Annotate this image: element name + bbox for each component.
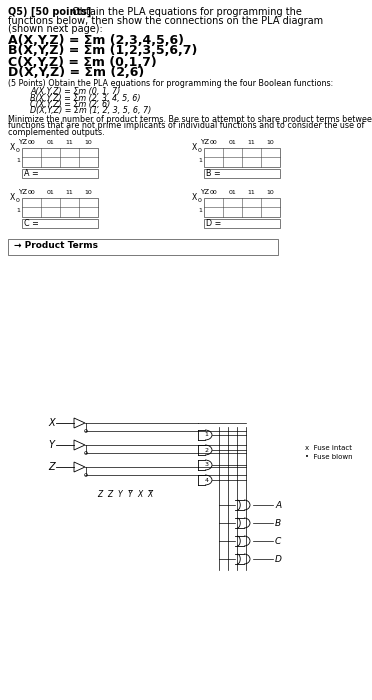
Text: Z: Z [97,490,103,499]
Bar [204,218,280,228]
Text: •  Fuse blown: • Fuse blown [305,454,353,460]
Text: C =: C = [24,220,39,228]
Bar [8,239,278,255]
Text: 1: 1 [198,158,202,163]
Text: 01: 01 [46,139,54,144]
Text: X: X [137,490,142,499]
Text: C: C [275,536,281,545]
Text: YZ: YZ [18,188,27,195]
Text: D: D [275,554,282,564]
Text: 1: 1 [16,208,20,213]
Bar [22,197,98,216]
Text: 00: 00 [28,190,35,195]
Text: X: X [48,418,55,428]
Text: Y̅: Y̅ [128,490,132,499]
Text: D(X,Y,Z) = Σm (2,6): D(X,Y,Z) = Σm (2,6) [8,66,144,80]
Text: 01: 01 [229,190,236,195]
Text: B(X,Y,Z) = Σm (1,2,3,5,6,7): B(X,Y,Z) = Σm (1,2,3,5,6,7) [8,45,198,57]
Text: A(X,Y,Z) = Σm (0, 1, 7): A(X,Y,Z) = Σm (0, 1, 7) [30,87,120,96]
Text: X̅: X̅ [147,490,153,499]
Text: B =: B = [206,169,221,178]
Text: 11: 11 [65,190,73,195]
Text: 00: 00 [28,139,35,144]
Text: C(X,Y,Z) = Σm (0,1,7): C(X,Y,Z) = Σm (0,1,7) [8,55,157,69]
Text: Q5) [50 points]: Q5) [50 points] [8,7,92,18]
Text: 00: 00 [210,139,217,144]
Text: 1: 1 [205,433,208,438]
Text: B: B [275,519,281,528]
Text: Y: Y [118,490,122,499]
Text: 0: 0 [16,148,20,153]
Circle shape [84,430,87,433]
Text: 00: 00 [210,190,217,195]
Text: D(X,Y,Z) = Σm (1, 2, 3, 5, 6, 7): D(X,Y,Z) = Σm (1, 2, 3, 5, 6, 7) [30,106,151,116]
Text: 11: 11 [248,190,255,195]
Bar [22,148,98,167]
Text: YZ: YZ [200,139,209,144]
Text: functions that are not prime implicants of individual functions and to consider : functions that are not prime implicants … [8,122,365,130]
Text: Z: Z [48,462,55,472]
Text: Z̅: Z̅ [108,490,113,499]
Bar [204,169,280,178]
Text: (shown next page):: (shown next page): [8,24,103,34]
Text: Obtain the PLA equations for programming the: Obtain the PLA equations for programming… [69,7,302,17]
Circle shape [84,473,87,477]
Text: → Product Terms: → Product Terms [14,241,98,251]
Text: 1: 1 [198,208,202,213]
Text: (5 Points) Obtain the PLA equations for programming the four Boolean functions:: (5 Points) Obtain the PLA equations for … [8,80,333,88]
Text: X: X [10,144,15,153]
Bar [204,148,280,167]
Text: B(X,Y,Z) = Σm (2, 3, 4, 5, 6): B(X,Y,Z) = Σm (2, 3, 4, 5, 6) [30,94,141,102]
Text: X: X [192,144,197,153]
Text: X: X [10,193,15,202]
Bar [204,197,280,216]
Text: x  Fuse intact: x Fuse intact [305,445,352,451]
Bar [22,218,98,228]
Text: 0: 0 [198,199,202,204]
Text: A(X,Y,Z) = Σm (2,3,4,5,6): A(X,Y,Z) = Σm (2,3,4,5,6) [8,34,184,46]
Circle shape [84,452,87,454]
Text: Minimize the number of product terms. Be sure to attempt to share product terms : Minimize the number of product terms. Be… [8,115,372,124]
Text: 11: 11 [65,139,73,144]
Text: 11: 11 [248,139,255,144]
Text: 10: 10 [84,190,92,195]
Text: 01: 01 [46,190,54,195]
Text: 01: 01 [229,139,236,144]
Text: A =: A = [24,169,39,178]
Text: C(X,Y,Z) = Σm (2, 6): C(X,Y,Z) = Σm (2, 6) [30,100,110,109]
Text: 3: 3 [204,463,208,468]
Text: D =: D = [206,220,221,228]
Text: complemented outputs.: complemented outputs. [8,128,105,137]
Bar [22,169,98,178]
Text: 10: 10 [267,190,275,195]
Text: Y: Y [48,440,54,450]
Text: 10: 10 [267,139,275,144]
Text: 4: 4 [204,477,208,482]
Text: YZ: YZ [18,139,27,144]
Text: 1: 1 [16,158,20,163]
Text: 0: 0 [198,148,202,153]
Text: 2: 2 [204,447,208,452]
Text: functions below, then show the connections on the PLA diagram: functions below, then show the connectio… [8,15,323,25]
Text: 10: 10 [84,139,92,144]
Text: A: A [275,500,281,510]
Text: YZ: YZ [200,188,209,195]
Text: 0: 0 [16,199,20,204]
Text: X: X [192,193,197,202]
